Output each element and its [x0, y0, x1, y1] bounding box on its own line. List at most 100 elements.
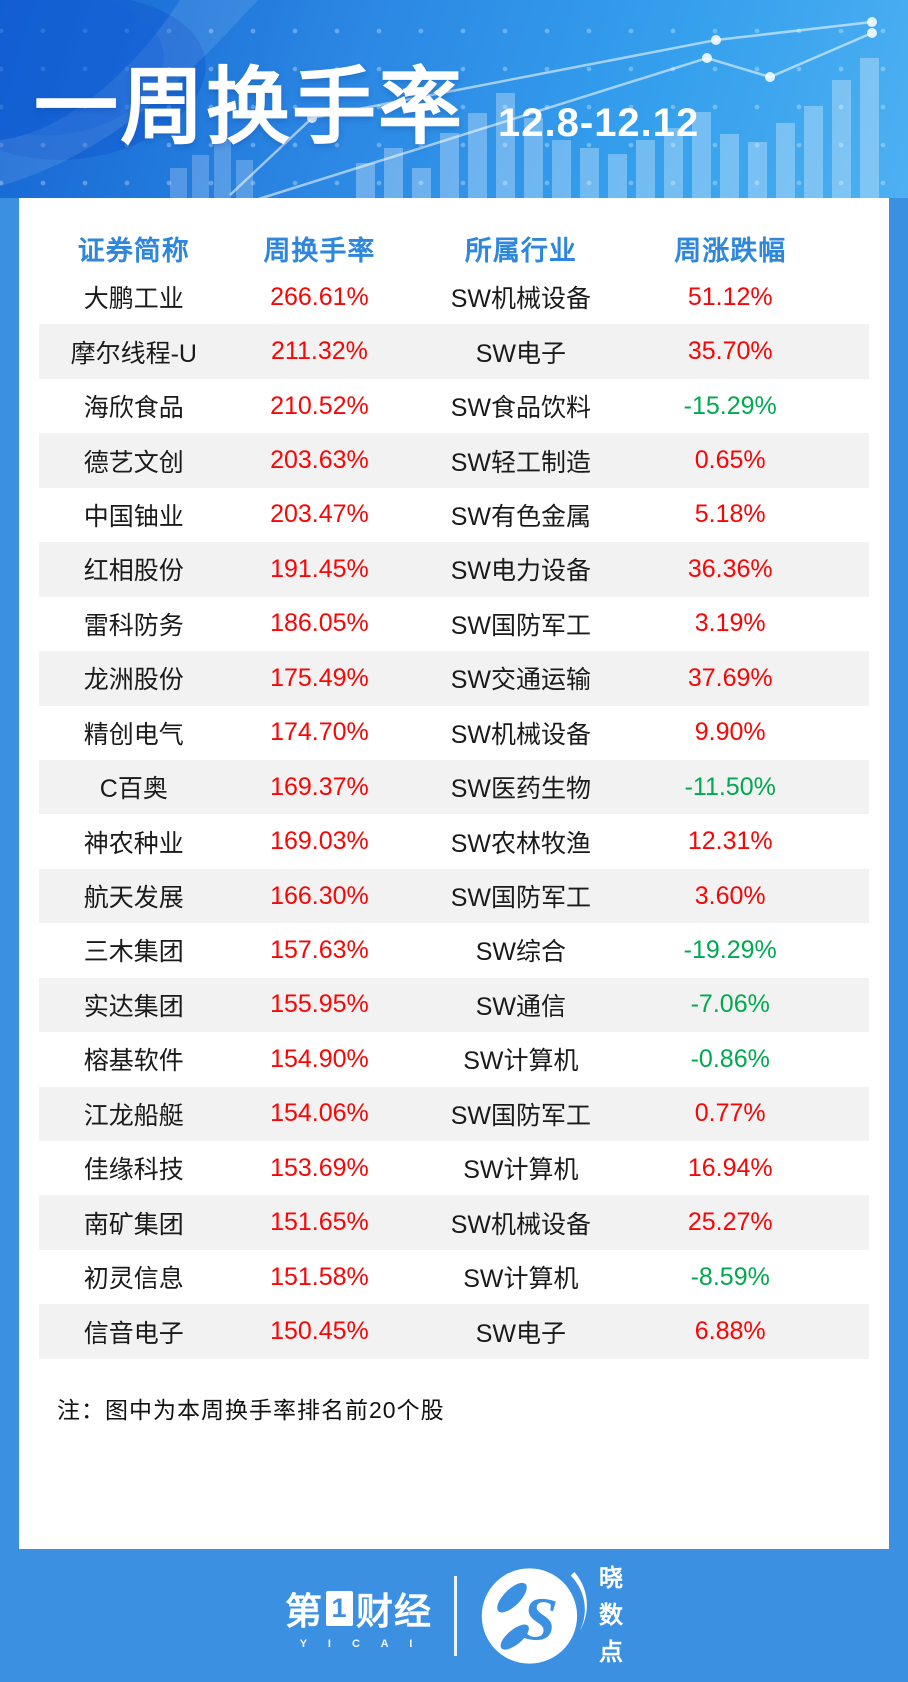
- cell-change: 37.69%: [687, 663, 773, 692]
- column-header: 证券简称: [77, 235, 190, 266]
- table-row: 初灵信息 151.58% SW计算机 -8.59%: [39, 1250, 869, 1304]
- cell-name: 龙洲股份: [83, 666, 184, 695]
- cell-industry: SW计算机: [463, 1047, 579, 1076]
- cell-name: 三木集团: [83, 938, 184, 967]
- cell-industry: SW农林牧渔: [450, 829, 592, 858]
- cell-name: 佳缘科技: [83, 1156, 184, 1185]
- table-row: 大鹏工业 266.61% SW机械设备 51.12%: [39, 270, 869, 324]
- table-row: 神农种业 169.03% SW农林牧渔 12.31%: [39, 814, 869, 868]
- page-title: 一周换手率: [34, 60, 465, 154]
- cell-change: 9.90%: [694, 718, 766, 747]
- table-row: 江龙船艇 154.06% SW国防军工 0.77%: [39, 1086, 869, 1141]
- cell-turnover: 211.32%: [271, 337, 368, 366]
- cell-change: -11.50%: [684, 772, 776, 801]
- table-row: 实达集团 155.95% SW通信 -7.06%: [39, 977, 869, 1033]
- cell-turnover: 203.63%: [270, 446, 369, 475]
- cell-change: 36.36%: [687, 554, 773, 583]
- cell-name: 实达集团: [83, 992, 184, 1021]
- cell-industry: SW机械设备: [450, 285, 592, 314]
- cell-industry: SW综合: [475, 938, 567, 967]
- table-body: 大鹏工业 266.61% SW机械设备 51.12% 摩尔线程-U 211.32% SW电子…: [39, 270, 869, 1359]
- cell-turnover: 154.06%: [270, 1099, 369, 1128]
- cell-name: 雷科防务: [83, 611, 184, 640]
- cell-name: 南矿集团: [83, 1210, 184, 1239]
- cell-industry: SW国防军工: [450, 1101, 592, 1130]
- cell-turnover: 166.30%: [270, 881, 369, 910]
- cell-name: 精创电气: [83, 720, 184, 749]
- cell-change: -0.86%: [690, 1044, 770, 1073]
- data-card: 证券简称 周换手率 所属行业 周涨跌幅 大鹏工业 266.61% SW机械设备 51.12%…: [19, 198, 889, 1549]
- cell-industry: SW医药生物: [450, 775, 592, 804]
- footnote: 注：图中为本周换手率排名前20个股: [57, 1396, 445, 1423]
- cell-name: 大鹏工业: [83, 285, 184, 314]
- yicai-logo-text: 第 1 财经: [285, 1581, 432, 1635]
- cell-name: 初灵信息: [83, 1265, 184, 1294]
- cell-change: 0.65%: [694, 446, 766, 475]
- cell-name: 神农种业: [83, 829, 184, 858]
- cell-name: 德艺文创: [83, 448, 184, 477]
- table-row: 三木集团 157.63% SW综合 -19.29%: [39, 923, 869, 977]
- cell-industry: SW国防军工: [450, 611, 592, 640]
- product-name-vertical: 晓 数 点: [599, 1560, 623, 1672]
- banner-chart-decoration-icon: [0, 0, 879, 198]
- product-char: 晓: [599, 1564, 623, 1592]
- cell-name: 红相股份: [83, 557, 184, 586]
- table-row: 龙洲股份 175.49% SW交通运输 37.69%: [39, 651, 869, 706]
- cell-turnover: 169.03%: [270, 827, 369, 856]
- yicai-one-box-icon: 1: [326, 1590, 353, 1626]
- table-row: 精创电气 174.70% SW机械设备 9.90%: [39, 706, 869, 760]
- cell-industry: SW机械设备: [450, 1210, 592, 1239]
- cell-turnover: 155.95%: [270, 990, 369, 1019]
- cell-change: 6.88%: [694, 1317, 766, 1346]
- cell-change: -8.59%: [690, 1262, 770, 1291]
- cell-change: -7.06%: [690, 990, 770, 1019]
- cell-turnover: 175.49%: [270, 663, 369, 692]
- footer-divider: [454, 1575, 457, 1656]
- cell-name: 江龙船艇: [83, 1101, 184, 1130]
- cell-change: 25.27%: [687, 1208, 773, 1237]
- cell-turnover: 169.37%: [270, 772, 369, 801]
- yicai-char-rest: 财经: [356, 1591, 432, 1632]
- cell-name: 榕基软件: [83, 1047, 184, 1076]
- dot-grid-pattern: [0, 0, 908, 198]
- cell-industry: SW电力设备: [450, 557, 592, 586]
- cell-turnover: 153.69%: [270, 1153, 369, 1182]
- table-row: 摩尔线程-U 211.32% SW电子 35.70%: [39, 324, 869, 379]
- cell-name: 信音电子: [83, 1319, 184, 1348]
- product-char: 点: [599, 1639, 623, 1667]
- column-header: 周换手率: [263, 235, 376, 266]
- cell-name: 航天发展: [83, 884, 184, 913]
- cell-industry: SW交通运输: [450, 666, 592, 695]
- cell-turnover: 210.52%: [270, 391, 369, 420]
- cell-turnover: 174.70%: [270, 718, 369, 747]
- cell-industry: SW计算机: [463, 1156, 579, 1185]
- table-header-row: 证券简称 周换手率 所属行业 周涨跌幅: [39, 226, 869, 270]
- cell-turnover: 266.61%: [270, 282, 369, 311]
- table-row: 信音电子 150.45% SW电子 6.88%: [39, 1304, 869, 1359]
- cell-industry: SW有色金属: [450, 502, 592, 531]
- cell-name: C百奥: [99, 775, 168, 804]
- table-row: 佳缘科技 153.69% SW计算机 16.94%: [39, 1141, 869, 1195]
- column-header: 周涨跌幅: [674, 235, 787, 266]
- table-row: 雷科防务 186.05% SW国防军工 3.19%: [39, 597, 869, 651]
- table-row: 榕基软件 154.90% SW计算机 -0.86%: [39, 1032, 869, 1086]
- table-row: 海欣食品 210.52% SW食品饮料 -15.29%: [39, 379, 869, 433]
- table-row: 红相股份 191.45% SW电力设备 36.36%: [39, 542, 869, 597]
- cell-name: 中国铀业: [83, 502, 184, 531]
- cell-industry: SW食品饮料: [450, 394, 592, 423]
- yicai-char-first: 第: [285, 1591, 323, 1632]
- cell-industry: SW机械设备: [450, 720, 592, 749]
- table-row: C百奥 169.37% SW医药生物 -11.50%: [39, 759, 869, 815]
- cell-name: 海欣食品: [83, 394, 184, 423]
- table-row: 南矿集团 151.65% SW机械设备 25.27%: [39, 1195, 869, 1250]
- table-row: 德艺文创 203.63% SW轻工制造 0.65%: [39, 433, 869, 488]
- xiaoshudian-logo-icon: S: [481, 1567, 587, 1664]
- cell-industry: SW电子: [475, 339, 567, 368]
- cell-industry: SW轻工制造: [450, 448, 592, 477]
- cell-industry: SW国防军工: [450, 884, 592, 913]
- footer: 第 1 财经 Y I C A I S 晓 数 点: [0, 1549, 908, 1682]
- cell-turnover: 151.58%: [270, 1262, 369, 1291]
- cell-change: 35.70%: [687, 337, 773, 366]
- cell-turnover: 150.45%: [270, 1317, 369, 1346]
- yicai-latin-label: Y I C A I: [299, 1638, 422, 1650]
